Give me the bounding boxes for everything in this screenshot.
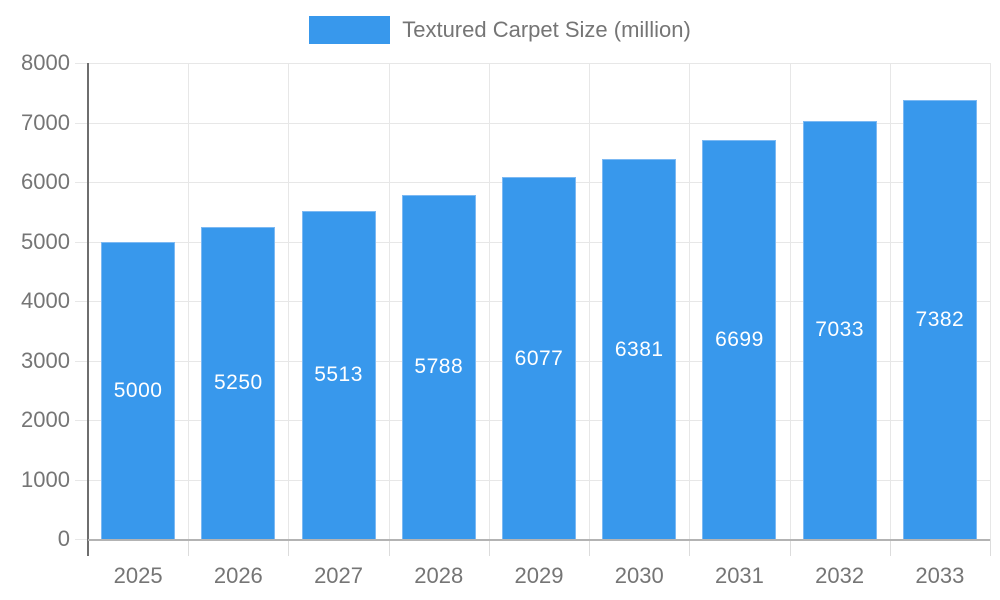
bar-value-label-2030: 6381 <box>614 337 664 361</box>
chart-legend: Textured Carpet Size (million) <box>0 16 1000 44</box>
y-tick-3000 <box>75 360 88 362</box>
bar-2029: 6077 <box>502 177 576 539</box>
y-tick-label-1000: 1000 <box>21 466 70 492</box>
bar-value-label-2033: 7382 <box>915 307 965 331</box>
x-tick-1 <box>188 539 190 556</box>
y-axis-line <box>87 63 89 556</box>
v-gridline-1 <box>188 63 190 539</box>
bar-value-label-2028: 5788 <box>414 355 464 379</box>
y-tick-8000 <box>75 63 88 64</box>
v-gridline-4 <box>488 63 490 539</box>
v-gridline-6 <box>689 63 691 539</box>
bar-value-label-2027: 5513 <box>314 363 363 387</box>
x-tick-5 <box>589 539 591 556</box>
x-tick-label-2027: 2027 <box>314 563 364 588</box>
v-gridline-7 <box>789 63 791 539</box>
x-tick-7 <box>789 539 791 556</box>
x-tick-9 <box>990 539 991 556</box>
x-tick-3 <box>388 539 390 556</box>
plot-area: 0 1000 2000 3000 4000 5000 6000 7000 8000 5000 525… <box>21 50 991 588</box>
bar-2031: 6699 <box>702 140 777 539</box>
x-axis-line <box>88 539 990 541</box>
y-tick-2000 <box>75 420 88 421</box>
x-tick-label-2031: 2031 <box>714 563 764 588</box>
x-tick-label-2029: 2029 <box>514 563 564 588</box>
x-tick-label-2026: 2026 <box>213 563 263 588</box>
v-gridline-5 <box>589 63 591 539</box>
x-tick-label-2025: 2025 <box>113 563 163 588</box>
y-tick-7000 <box>75 122 88 124</box>
h-gridline-8000 <box>88 63 990 64</box>
x-tick-label-2030: 2030 <box>614 563 664 588</box>
h-gridline-7000 <box>88 122 990 124</box>
bar-value-label-2031: 6699 <box>715 328 764 352</box>
legend-item-textured-carpet[interactable]: Textured Carpet Size (million) <box>309 16 691 44</box>
v-gridline-9 <box>990 63 991 539</box>
bar-value-label-2029: 6077 <box>514 346 564 370</box>
x-tick-label-2032: 2032 <box>815 563 865 588</box>
v-gridline-8 <box>889 63 891 539</box>
y-tick-6000 <box>75 182 88 183</box>
y-tick-label-6000: 6000 <box>21 169 70 194</box>
y-tick-5000 <box>75 241 88 243</box>
bar-2032: 7033 <box>802 120 877 539</box>
x-tick-4 <box>488 539 490 556</box>
bar-2027: 5513 <box>301 210 376 539</box>
bar-2030: 6381 <box>602 159 677 539</box>
bar-2033: 7382 <box>902 99 977 539</box>
x-tick-8 <box>889 539 891 556</box>
bar-2025: 5000 <box>101 241 176 539</box>
y-tick-label-8000: 8000 <box>21 50 70 75</box>
v-gridline-3 <box>388 63 390 539</box>
x-tick-label-2033: 2033 <box>915 563 965 588</box>
y-tick-label-0: 0 <box>57 526 70 551</box>
y-tick-1000 <box>75 479 88 481</box>
bar-value-label-2032: 7033 <box>815 318 865 342</box>
bar-2026: 5250 <box>201 226 276 539</box>
x-tick-label-2028: 2028 <box>414 563 464 588</box>
y-tick-label-2000: 2000 <box>21 407 70 432</box>
v-gridline-2 <box>288 63 290 539</box>
y-tick-label-5000: 5000 <box>21 228 70 254</box>
y-tick-label-7000: 7000 <box>21 109 70 135</box>
y-tick-label-4000: 4000 <box>21 288 70 313</box>
x-tick-2 <box>288 539 290 556</box>
y-tick-0 <box>75 539 88 540</box>
bar-value-label-2025: 5000 <box>113 378 163 402</box>
x-tick-6 <box>689 539 691 556</box>
legend-swatch-icon <box>309 16 391 44</box>
y-tick-4000 <box>75 301 88 302</box>
bar-value-label-2026: 5250 <box>213 371 263 395</box>
bar-2028: 5788 <box>401 194 476 539</box>
legend-label: Textured Carpet Size (million) <box>402 17 691 42</box>
y-tick-label-3000: 3000 <box>21 347 70 373</box>
